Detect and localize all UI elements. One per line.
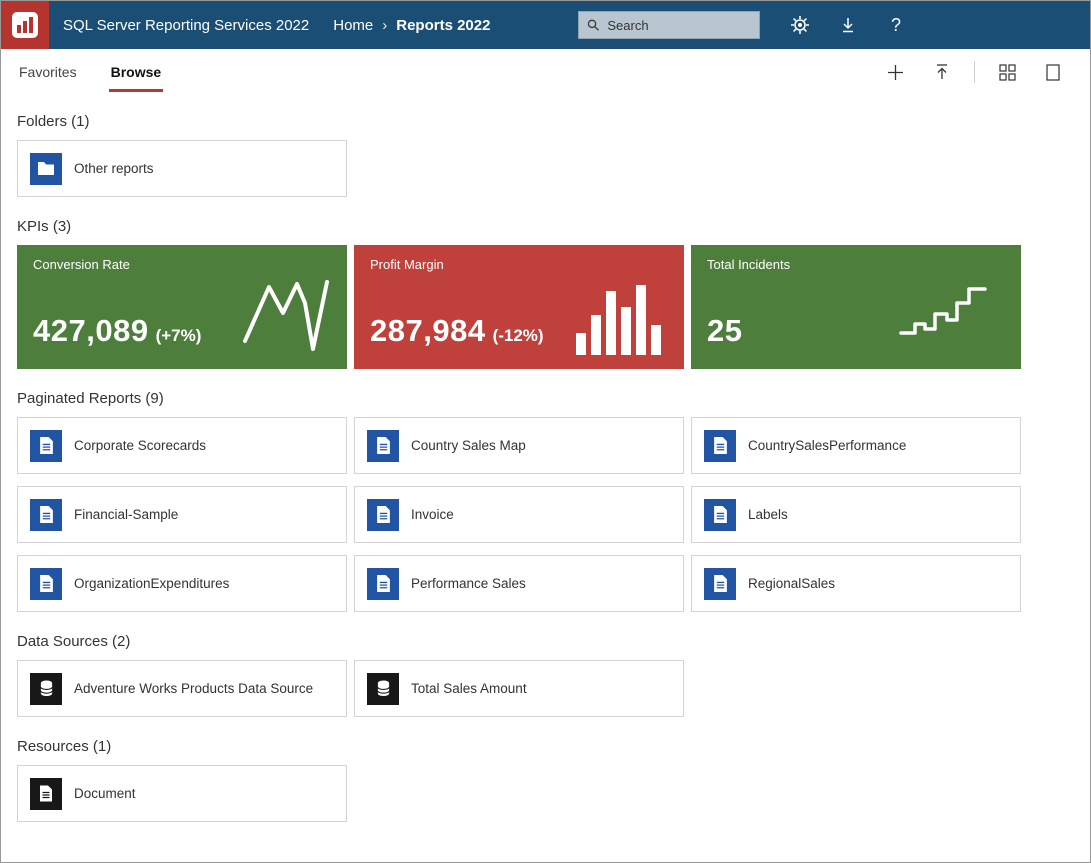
download-icon: [843, 18, 853, 33]
report-tile-label: RegionalSales: [748, 575, 836, 591]
folder-tile[interactable]: Other reports: [17, 140, 347, 197]
report-tile-label: Corporate Scorecards: [74, 437, 207, 453]
report-icon: [367, 567, 399, 600]
report-tile[interactable]: Invoice: [354, 486, 684, 543]
datasource-tile-label: Total Sales Amount: [411, 680, 527, 696]
app-logo[interactable]: [1, 1, 49, 49]
report-icon: [30, 429, 62, 462]
kpi-tile-profit-margin[interactable]: Profit Margin 287,984 (-12%): [354, 245, 684, 369]
plus-icon: [888, 64, 903, 80]
browse-content: Folders (1) Other reports KPIs (3) Conve…: [1, 113, 1090, 822]
kpi-value: 427,089: [33, 313, 149, 348]
kpi-delta: (-12%): [492, 326, 544, 345]
breadcrumb-separator-icon: ›: [382, 16, 388, 34]
tiles-view-button[interactable]: [999, 63, 1016, 81]
kpi-grid: Conversion Rate 427,089 (+7%) Profit Mar…: [17, 245, 1074, 369]
report-tile[interactable]: RegionalSales: [691, 555, 1021, 612]
gear-icon: [791, 16, 809, 34]
report-tile[interactable]: CountrySalesPerformance: [691, 417, 1021, 474]
report-tile-label: Financial-Sample: [74, 506, 179, 522]
app-title: SQL Server Reporting Services 2022: [63, 16, 310, 34]
header: SQL Server Reporting Services 2022 Home …: [1, 1, 1090, 49]
section-title-folders: Folders (1): [17, 113, 90, 130]
resource-document-icon: [30, 777, 62, 810]
search-input[interactable]: [605, 16, 751, 34]
search-box[interactable]: [578, 11, 760, 39]
report-icon: [367, 429, 399, 462]
toolbar-divider: [974, 61, 975, 83]
help-button[interactable]: ?: [872, 1, 920, 49]
kpi-bar-chart-icon: [576, 285, 661, 355]
report-icon: [704, 567, 736, 600]
breadcrumb: Home › Reports 2022: [333, 17, 490, 34]
kpi-name: Profit Margin: [370, 257, 444, 272]
details-view-icon: [1046, 63, 1060, 81]
settings-button[interactable]: [776, 1, 824, 49]
report-icon: [30, 498, 62, 531]
report-icon: [704, 429, 736, 462]
kpi-tile-conversion-rate[interactable]: Conversion Rate 427,089 (+7%): [17, 245, 347, 369]
report-tile-label: Country Sales Map: [411, 437, 526, 453]
report-tile-label: OrganizationExpenditures: [74, 575, 230, 591]
toolbar: [887, 61, 1074, 83]
question-mark-icon: ?: [890, 14, 901, 35]
folders-grid: Other reports: [17, 140, 1074, 197]
section-title-resources: Resources (1): [17, 738, 112, 755]
kpi-value-row: 25: [707, 313, 749, 349]
tab-bar: Favorites Browse: [1, 49, 1090, 95]
header-actions: ?: [776, 1, 920, 49]
report-tile-label: Labels: [748, 506, 788, 522]
report-tile-label: CountrySalesPerformance: [748, 437, 907, 453]
new-button[interactable]: [887, 64, 904, 81]
report-tile[interactable]: Corporate Scorecards: [17, 417, 347, 474]
breadcrumb-current[interactable]: Reports 2022: [396, 16, 491, 34]
datasource-icon: [367, 672, 399, 705]
kpi-value-row: 287,984 (-12%): [370, 313, 544, 349]
datasources-grid: Adventure Works Products Data Source Tot…: [17, 660, 1074, 717]
folder-tile-label: Other reports: [74, 160, 154, 176]
ssrs-logo-icon: [12, 12, 38, 38]
report-icon: [30, 567, 62, 600]
search-icon: [587, 19, 599, 31]
resources-grid: Document: [17, 765, 1074, 822]
reports-grid: Corporate Scorecards Country Sales Map C…: [17, 417, 1074, 612]
report-icon: [367, 498, 399, 531]
kpi-delta: (+7%): [155, 326, 202, 345]
kpi-value: 25: [707, 313, 743, 348]
report-icon: [704, 498, 736, 531]
tab-browse[interactable]: Browse: [108, 52, 164, 92]
datasource-tile[interactable]: Total Sales Amount: [354, 660, 684, 717]
report-tile[interactable]: Performance Sales: [354, 555, 684, 612]
kpi-value-row: 427,089 (+7%): [33, 313, 201, 349]
kpi-tile-total-incidents[interactable]: Total Incidents 25: [691, 245, 1021, 369]
tab-favorites[interactable]: Favorites: [19, 64, 77, 80]
resource-tile-label: Document: [74, 785, 136, 801]
upload-icon: [937, 64, 947, 79]
resource-tile[interactable]: Document: [17, 765, 347, 822]
kpi-value: 287,984: [370, 313, 486, 348]
kpi-name: Conversion Rate: [33, 257, 130, 272]
report-tile[interactable]: Financial-Sample: [17, 486, 347, 543]
report-tile[interactable]: Labels: [691, 486, 1021, 543]
grid-view-icon: [999, 63, 1016, 81]
folder-icon: [30, 152, 62, 185]
details-view-button[interactable]: [1046, 63, 1060, 81]
report-tile[interactable]: Country Sales Map: [354, 417, 684, 474]
section-title-kpis: KPIs (3): [17, 218, 72, 235]
kpi-line-chart-icon: [243, 280, 329, 351]
datasource-tile-label: Adventure Works Products Data Source: [74, 680, 314, 696]
datasource-icon: [30, 672, 62, 705]
report-tile[interactable]: OrganizationExpenditures: [17, 555, 347, 612]
section-title-reports: Paginated Reports (9): [17, 390, 164, 407]
report-tile-label: Invoice: [411, 506, 454, 522]
upload-button[interactable]: [934, 63, 950, 81]
datasource-tile[interactable]: Adventure Works Products Data Source: [17, 660, 347, 717]
kpi-step-chart-icon: [899, 287, 987, 335]
section-title-datasources: Data Sources (2): [17, 633, 131, 650]
breadcrumb-home[interactable]: Home: [333, 16, 374, 34]
download-button[interactable]: [824, 1, 872, 49]
report-tile-label: Performance Sales: [411, 575, 526, 591]
kpi-name: Total Incidents: [707, 257, 791, 272]
